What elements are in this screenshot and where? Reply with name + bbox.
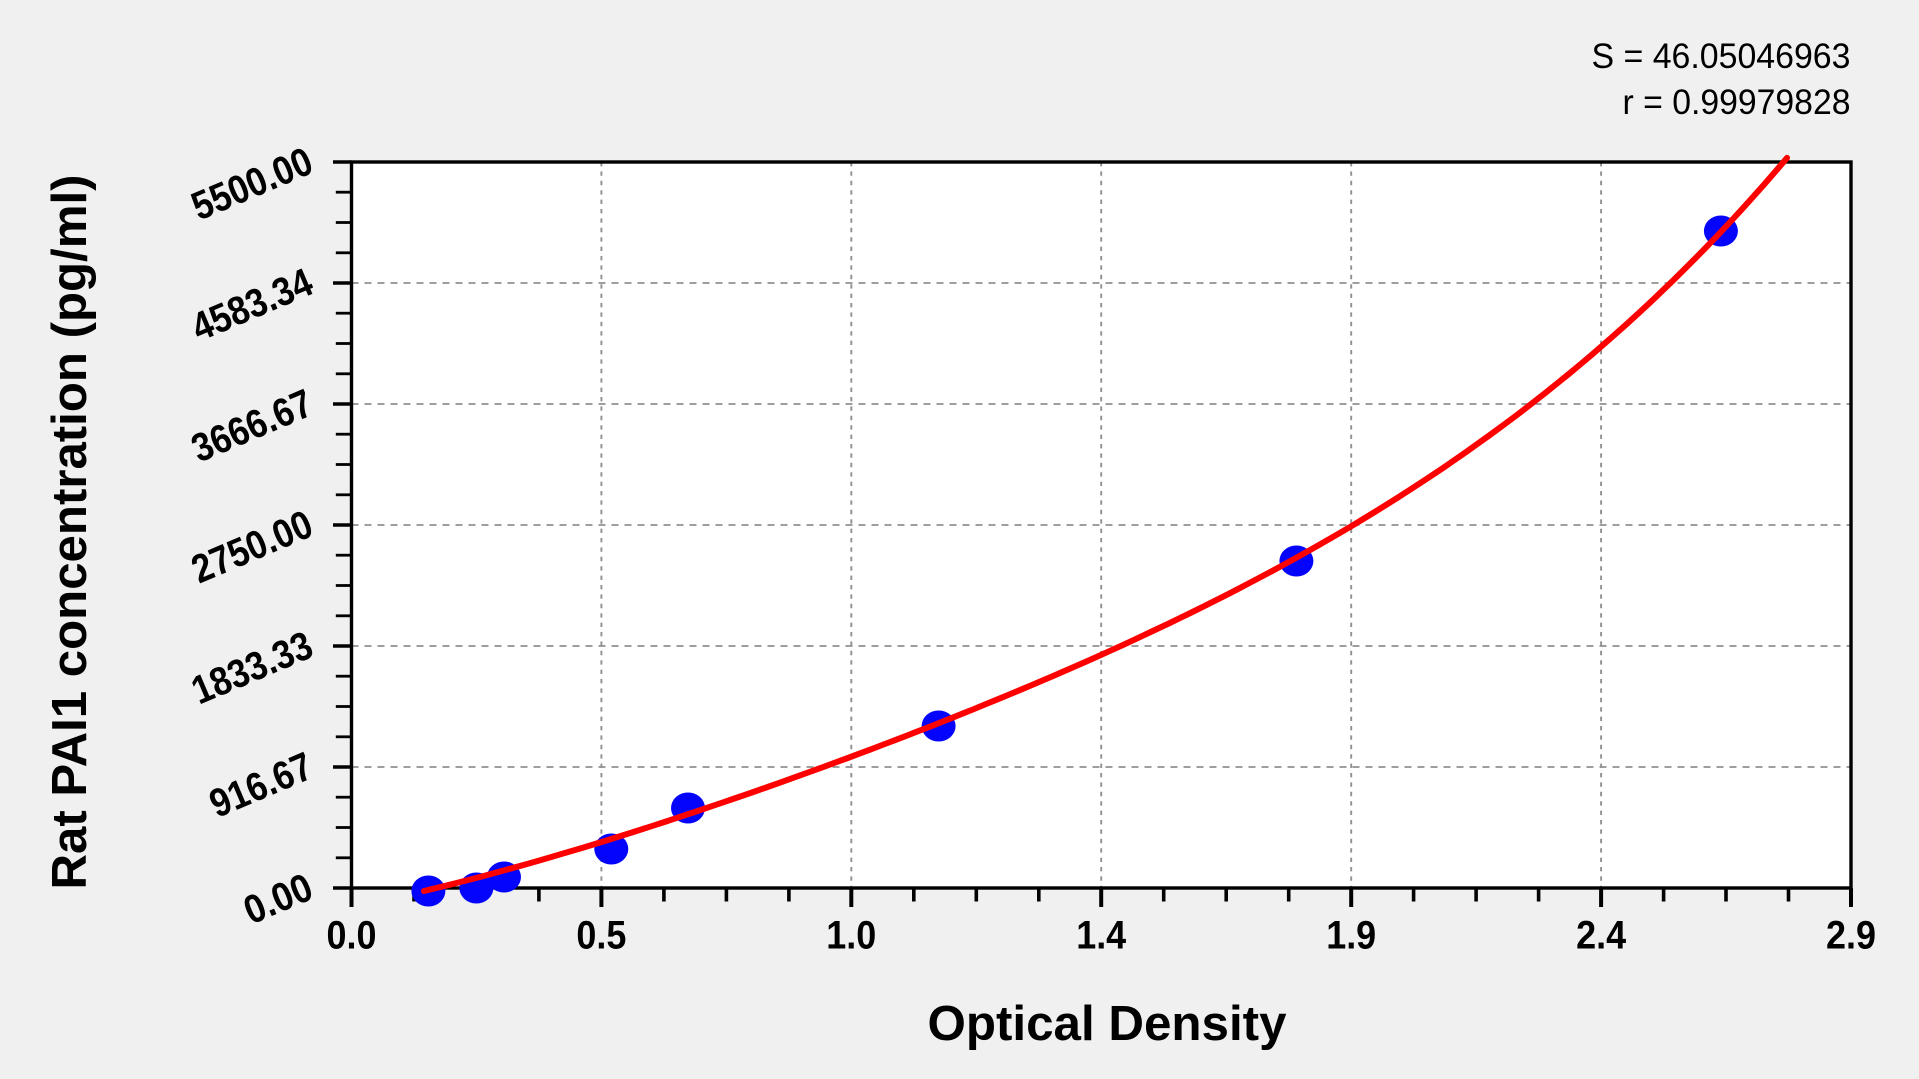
svg-text:2.4: 2.4	[1576, 914, 1627, 958]
svg-text:r = 0.99979828: r = 0.99979828	[1623, 83, 1851, 122]
svg-text:1.0: 1.0	[826, 914, 876, 958]
svg-text:0.5: 0.5	[576, 914, 626, 958]
svg-text:S = 46.05046963: S = 46.05046963	[1592, 37, 1851, 76]
svg-text:1.4: 1.4	[1076, 914, 1127, 958]
svg-text:1.9: 1.9	[1326, 914, 1376, 958]
svg-text:Optical Density: Optical Density	[928, 997, 1287, 1051]
svg-text:Rat PAI1 concentration (pg/ml): Rat PAI1 concentration (pg/ml)	[43, 175, 97, 890]
svg-text:0.0: 0.0	[327, 914, 377, 958]
svg-text:2.9: 2.9	[1826, 914, 1876, 958]
